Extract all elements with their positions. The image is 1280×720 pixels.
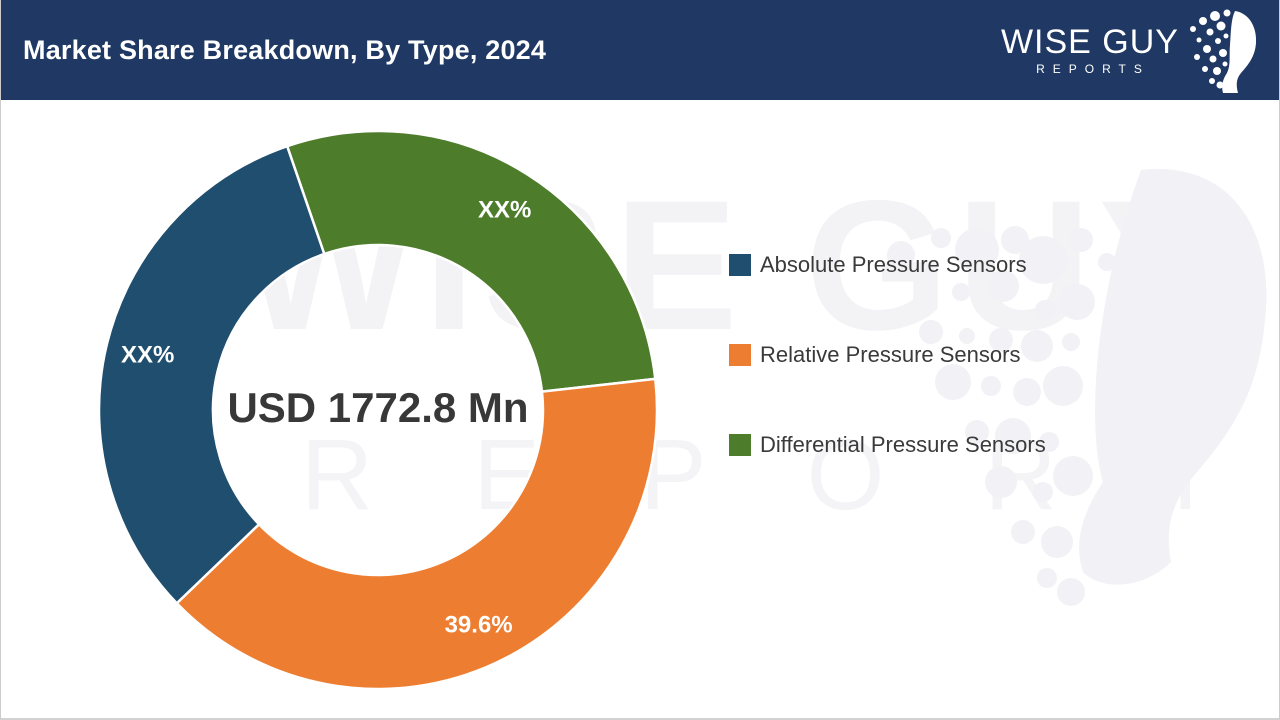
legend-swatch-relative <box>729 344 751 366</box>
donut-slice <box>175 377 659 691</box>
legend-item-absolute: Absolute Pressure Sensors <box>729 252 1046 278</box>
page-title: Market Share Breakdown, By Type, 2024 <box>23 34 547 65</box>
legend-swatch-differential <box>729 434 751 456</box>
chart-area: WISE GUY REPORTS XX%39.6%X <box>1 100 1279 718</box>
slice-value-label: XX% <box>478 197 531 224</box>
legend: Absolute Pressure Sensors Relative Press… <box>729 252 1046 522</box>
donut-slice <box>97 144 326 605</box>
brand-logo: WISE GUY REPORTS <box>1001 7 1259 93</box>
brand-name: WISE GUY <box>1000 22 1179 61</box>
slice-value-label: 39.6% <box>445 612 513 639</box>
legend-item-relative: Relative Pressure Sensors <box>729 342 1046 368</box>
legend-item-differential: Differential Pressure Sensors <box>729 432 1046 458</box>
brand-text: WISE GUY REPORTS <box>1001 25 1179 76</box>
slice-value-label: XX% <box>121 341 174 368</box>
donut-chart: XX% 39.6% XX% <box>97 129 659 691</box>
legend-label-relative: Relative Pressure Sensors <box>760 342 1021 367</box>
legend-swatch-absolute <box>729 254 751 276</box>
legend-label-differential: Differential Pressure Sensors <box>760 432 1046 457</box>
header-bar: Market Share Breakdown, By Type, 2024 WI… <box>1 0 1279 100</box>
donut-center-value: USD 1772.8 Mn <box>227 384 529 431</box>
brand-face-icon <box>1190 9 1257 93</box>
donut-slice <box>285 129 657 393</box>
brand-subtitle: REPORTS <box>1036 61 1150 76</box>
legend-label-absolute: Absolute Pressure Sensors <box>760 252 1027 277</box>
